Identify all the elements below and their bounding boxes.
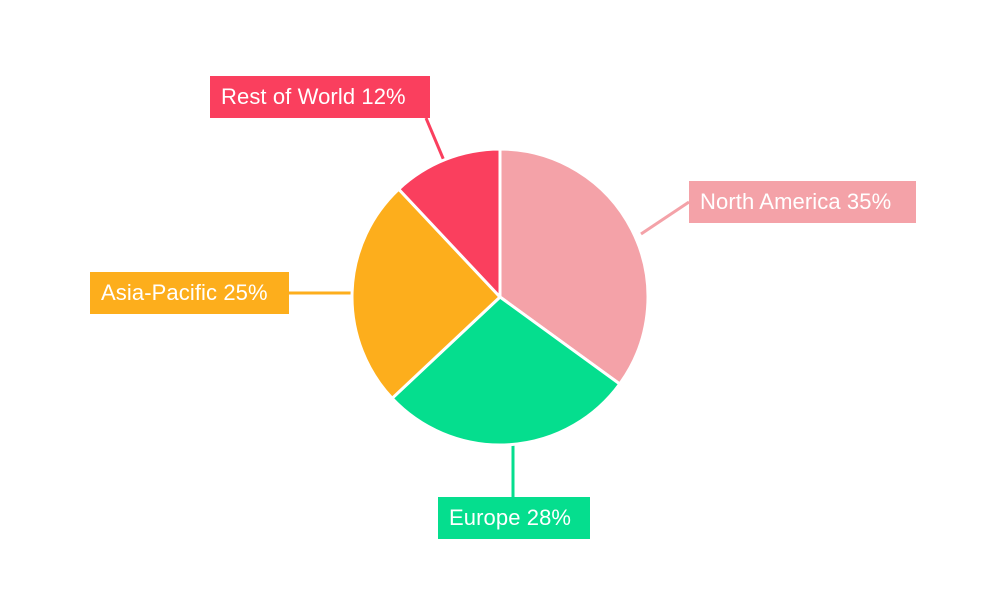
pie-slice-rest-of-world[interactable] <box>397 147 502 299</box>
pie-label-asia-pacific[interactable]: Asia-Pacific 25% <box>90 272 289 314</box>
pie-slice-north-america[interactable] <box>498 147 650 386</box>
leader-lines-group <box>289 117 690 497</box>
pie-slice-asia-pacific[interactable] <box>350 187 502 400</box>
pie-slice-europe[interactable] <box>390 295 622 447</box>
pie-label-north-america[interactable]: North America 35% <box>689 181 916 223</box>
pie-wedges-group <box>350 147 650 447</box>
leader-line-rest-of-world <box>424 117 447 164</box>
pie-label-europe[interactable]: Europe 28% <box>438 497 590 539</box>
pie-label-rest-of-world[interactable]: Rest of World 12% <box>210 76 430 118</box>
leader-line-north-america <box>640 200 690 236</box>
